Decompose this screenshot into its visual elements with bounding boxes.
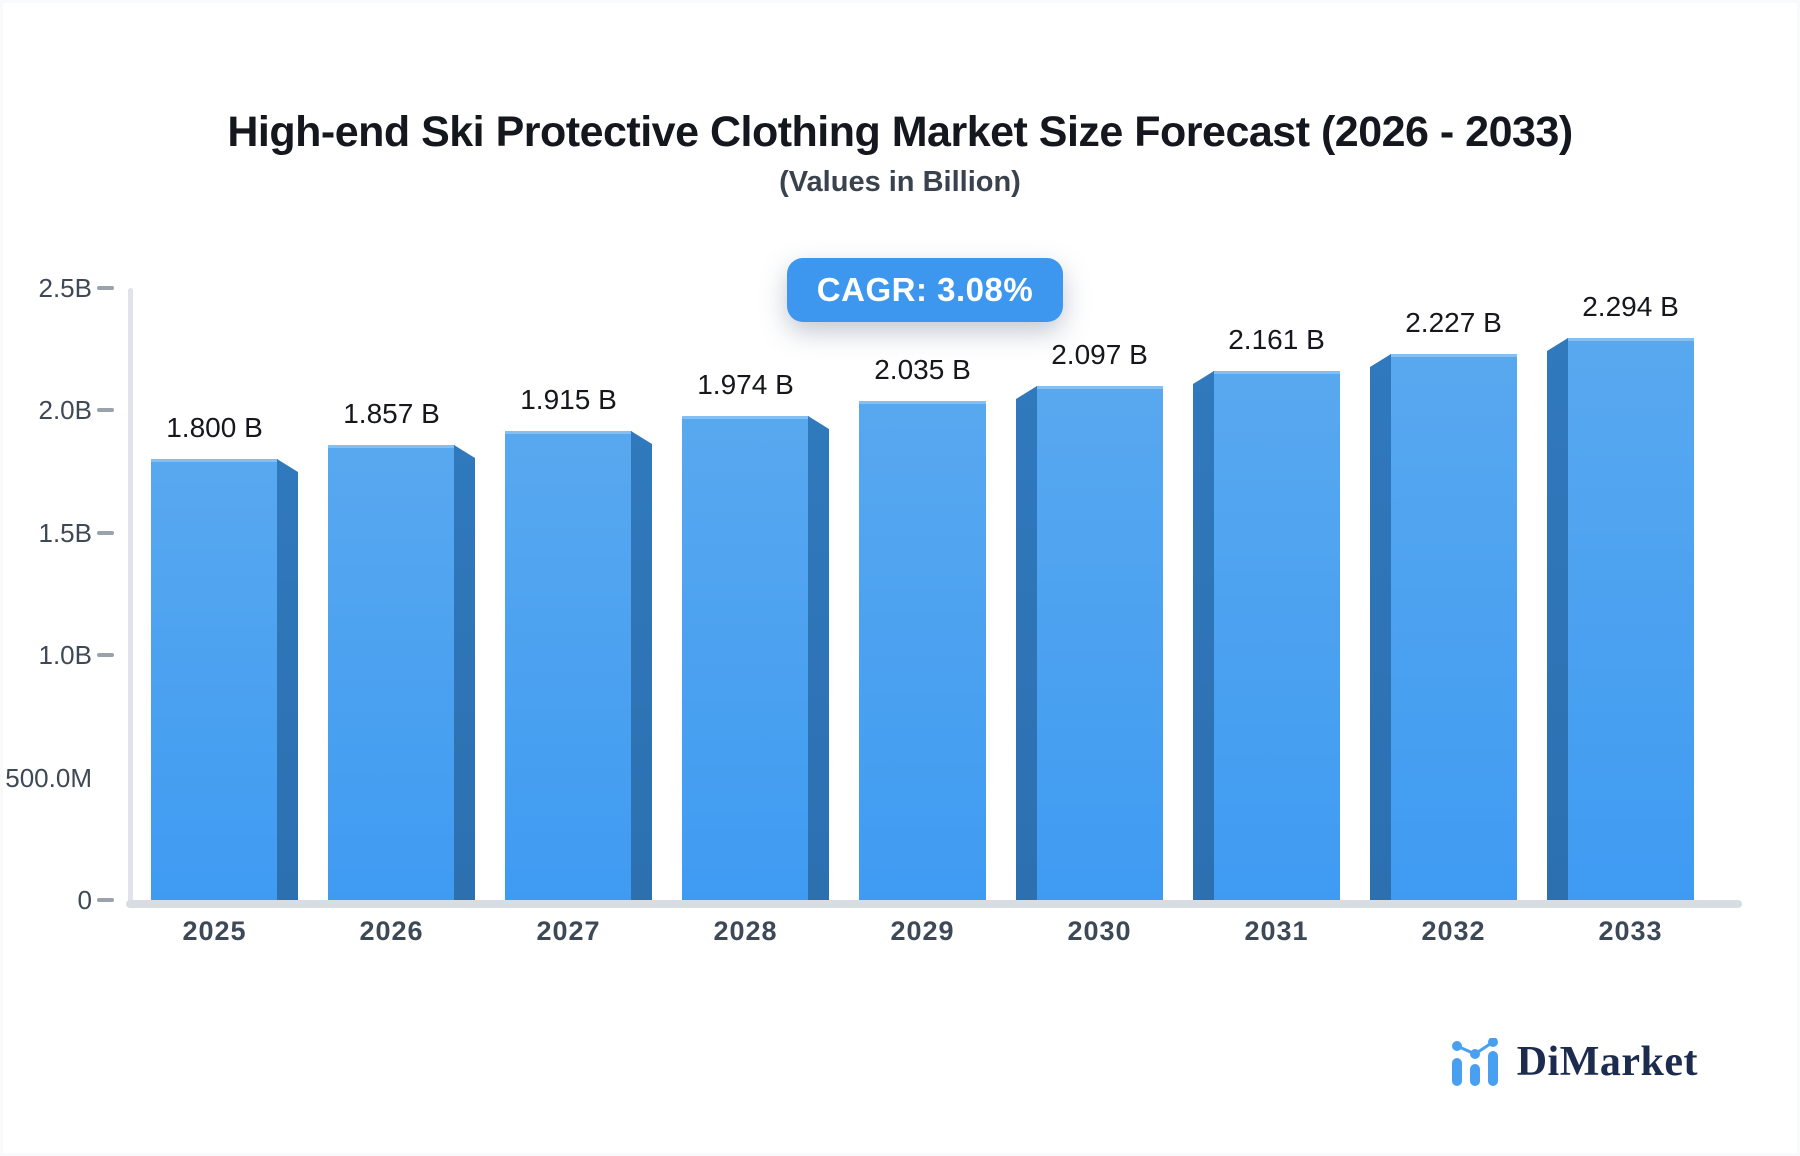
bar-value-label: 2.097 B xyxy=(1051,339,1148,370)
bar-3d-side xyxy=(1016,386,1037,900)
bar-value-label: 2.035 B xyxy=(874,354,971,385)
y-tick-mark xyxy=(97,285,114,290)
x-axis-label-2028: 2028 xyxy=(713,916,778,946)
bar-2032 xyxy=(1390,354,1517,900)
y-tick-label: 2.0B xyxy=(38,395,93,425)
y-tick-label: 500.0M xyxy=(5,762,92,793)
logo-text: DiMarket xyxy=(1516,1039,1698,1085)
chart-title: High-end Ski Protective Clothing Market … xyxy=(227,108,1573,156)
y-tick-label: 1.0B xyxy=(38,640,93,670)
bar-3d-side xyxy=(1547,338,1568,900)
bar-2027 xyxy=(505,431,632,900)
brand-logo: DiMarket xyxy=(1449,1038,1698,1086)
bar-3d-side xyxy=(808,416,829,900)
y-axis-line xyxy=(128,288,133,902)
bar-value-label: 1.915 B xyxy=(520,384,617,415)
bar-value-label: 1.857 B xyxy=(343,398,440,429)
bar-value-label: 2.294 B xyxy=(1582,291,1679,322)
bar-3d-side xyxy=(454,445,475,900)
x-axis-label-2026: 2026 xyxy=(359,916,424,946)
bar-3d-side xyxy=(631,431,652,900)
bar-3d-side xyxy=(1193,371,1214,900)
bar-value-label: 2.227 B xyxy=(1405,307,1502,338)
x-axis-label-2025: 2025 xyxy=(182,916,247,946)
x-axis-label-2031: 2031 xyxy=(1244,916,1309,946)
bar-value-label: 2.161 B xyxy=(1228,324,1325,355)
cagr-badge-label: CAGR: 3.08% xyxy=(816,271,1034,308)
cagr-badge: CAGR: 3.08% xyxy=(787,258,1063,322)
bar-value-label: 1.974 B xyxy=(697,369,794,400)
bar-2031 xyxy=(1213,371,1340,900)
x-axis-label-2030: 2030 xyxy=(1067,916,1132,946)
x-axis-line xyxy=(126,900,1742,908)
y-tick-mark xyxy=(97,408,114,412)
y-tick-label: 0 xyxy=(77,885,92,915)
y-tick-label: 1.5B xyxy=(38,517,93,548)
x-axis-label-2027: 2027 xyxy=(536,916,601,946)
bar-value-label: 1.800 B xyxy=(166,412,263,443)
y-tick-mark xyxy=(97,530,114,535)
bar-3d-side xyxy=(1370,354,1391,900)
bar-2033 xyxy=(1567,338,1694,900)
bar-2026 xyxy=(328,445,455,900)
y-tick-mark xyxy=(97,898,114,902)
y-tick-mark xyxy=(97,653,114,657)
bar-2029 xyxy=(859,401,986,900)
bar-2028 xyxy=(682,416,809,900)
logo-bar-chart-icon xyxy=(1451,1038,1498,1086)
bar-2030 xyxy=(1036,386,1163,900)
x-axis-label-2029: 2029 xyxy=(890,916,955,946)
x-axis-label-2033: 2033 xyxy=(1598,916,1663,946)
chart-subtitle: (Values in Billion) xyxy=(779,166,1021,198)
bar-2025 xyxy=(151,459,278,900)
bar-3d-side xyxy=(277,459,298,900)
x-axis-label-2032: 2032 xyxy=(1421,916,1486,946)
y-tick-label: 2.5B xyxy=(38,272,93,303)
